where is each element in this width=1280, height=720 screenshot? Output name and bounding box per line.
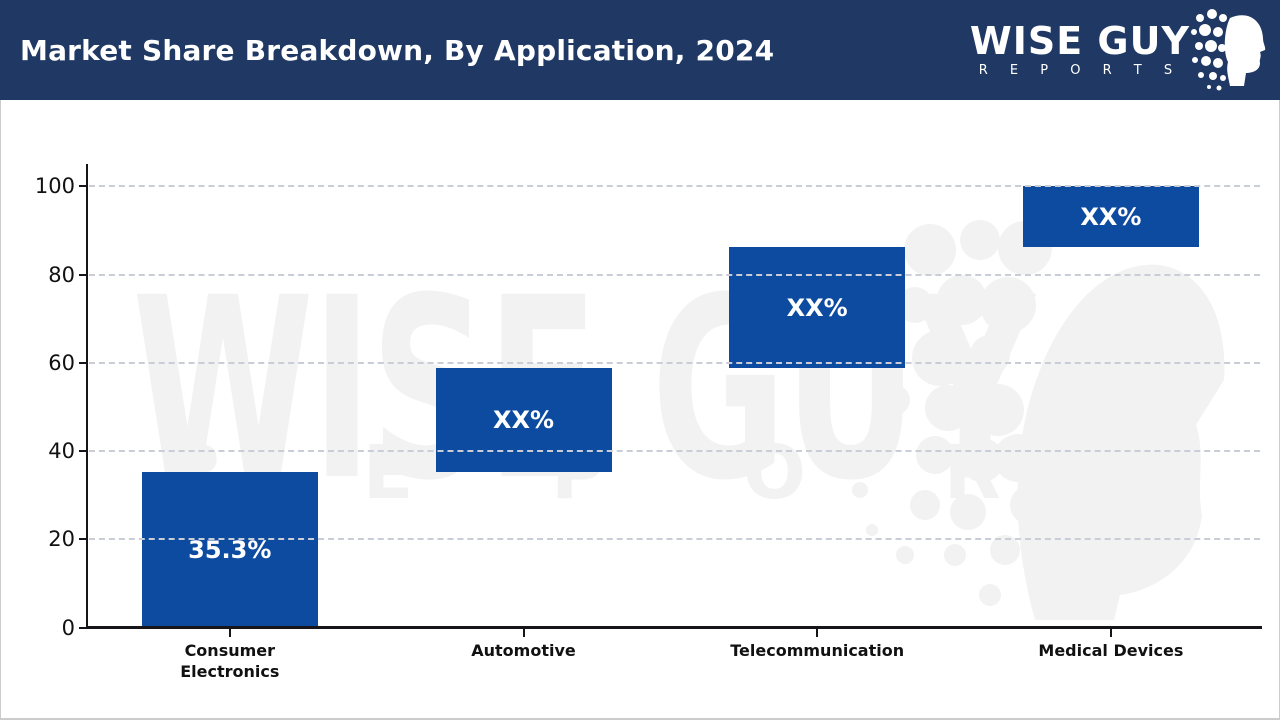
y-tick-mark	[79, 361, 87, 364]
bar-value-label: XX%	[492, 405, 555, 434]
gridline	[89, 185, 1260, 188]
bar: XX%	[1022, 186, 1199, 248]
x-tick-label: Automotive	[471, 641, 576, 660]
page-border-left	[0, 100, 1, 720]
x-tick-label: Consumer Electronics	[180, 641, 280, 681]
logo-text: WISE GUY R E P O R T S	[970, 22, 1190, 78]
y-tick-label: 80	[48, 262, 75, 287]
logo-reports-text: R E P O R T S	[978, 63, 1182, 78]
y-tick-mark	[79, 538, 87, 541]
watermark-dotted-head-icon	[852, 220, 1225, 620]
y-axis	[86, 164, 88, 628]
gridline	[89, 361, 1260, 364]
gridline	[89, 538, 1260, 541]
bar: XX%	[435, 368, 612, 472]
logo-head-icon	[1191, 9, 1266, 91]
bar-value-label: XX%	[786, 293, 848, 322]
x-axis	[86, 626, 1262, 629]
y-tick-mark	[79, 626, 87, 629]
bar: XX%	[729, 247, 906, 369]
chart-title: Market Share Breakdown, By Application, …	[20, 33, 775, 67]
y-tick-label: 40	[48, 439, 75, 463]
y-tick-mark	[79, 273, 87, 276]
x-tick-mark	[1109, 629, 1112, 637]
x-tick-mark	[228, 629, 231, 637]
gridline	[89, 273, 1260, 276]
bar-value-label: 35.3%	[188, 535, 272, 564]
x-tick-mark	[522, 629, 525, 637]
x-tick-mark	[816, 629, 819, 637]
y-tick-mark	[79, 450, 87, 452]
bar-value-label: XX%	[1080, 202, 1142, 231]
x-tick-label: Telecommunication	[730, 641, 905, 660]
header: Market Share Breakdown, By Application, …	[0, 0, 1280, 100]
x-tick-label: Medical Devices	[1038, 641, 1184, 660]
y-tick-label: 100	[34, 174, 75, 199]
y-tick-mark	[79, 185, 87, 188]
y-tick-label: 20	[48, 527, 75, 552]
logo: WISE GUY R E P O R T S	[970, 0, 1268, 100]
bar: 35.3%	[141, 471, 318, 628]
gridline	[89, 450, 1260, 452]
y-tick-label: 60	[48, 350, 75, 375]
logo-wiseguy-text: WISE GUY	[969, 19, 1190, 63]
y-tick-label: 0	[61, 615, 75, 640]
page-border-bottom	[0, 718, 1280, 720]
